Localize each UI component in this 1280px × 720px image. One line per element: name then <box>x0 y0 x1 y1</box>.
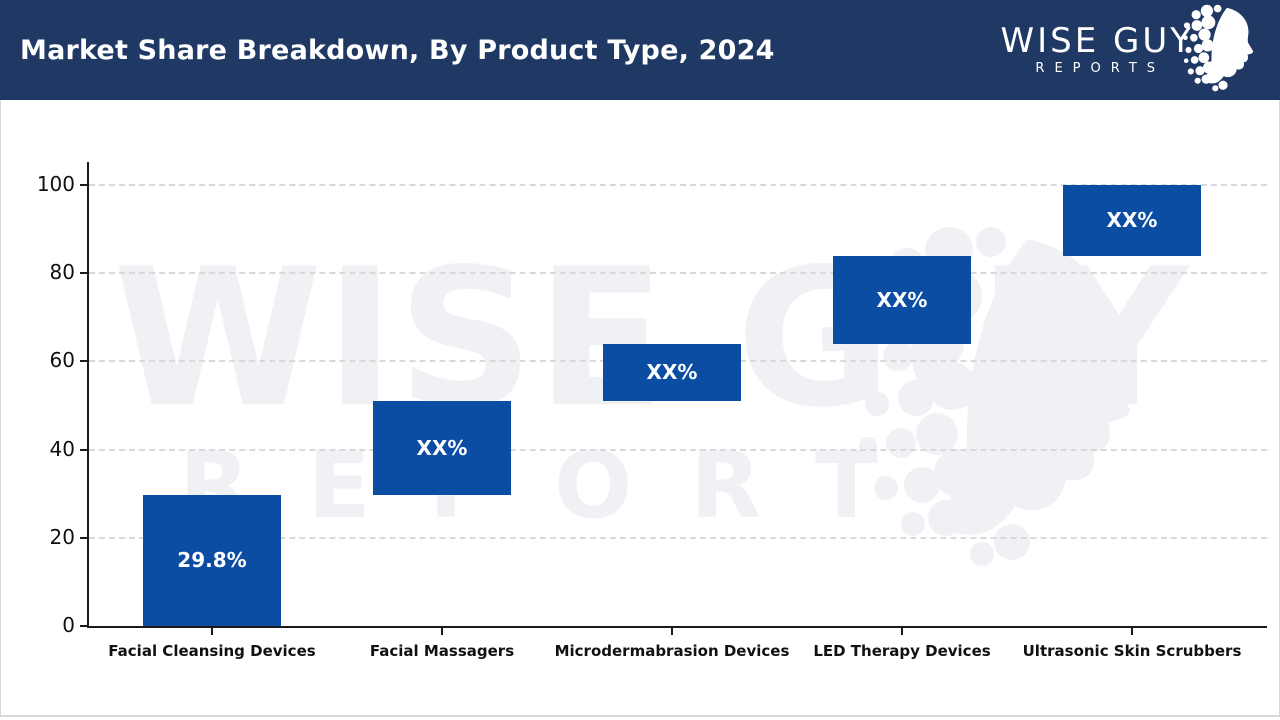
x-tick-mark <box>211 626 213 635</box>
category-label: Facial Massagers <box>369 642 515 660</box>
y-tick-mark <box>80 360 89 363</box>
bar-2: XX% <box>373 401 511 495</box>
header-band: Market Share Breakdown, By Product Type,… <box>0 0 1280 100</box>
x-tick-mark <box>1131 626 1133 635</box>
gridline-100 <box>89 184 1267 186</box>
bar-value-label: XX% <box>646 360 698 385</box>
x-tick-mark <box>901 626 903 635</box>
bar-value-label: 29.8% <box>177 548 247 573</box>
bar-value-label: XX% <box>1106 208 1158 233</box>
x-axis <box>87 626 1267 628</box>
category-label: Microdermabrasion Devices <box>554 642 790 660</box>
y-tick-mark <box>80 625 89 627</box>
gridline-40 <box>89 448 1267 451</box>
y-tick-mark <box>80 448 89 451</box>
y-tick-label: 0 <box>62 613 75 637</box>
y-tick-label: 100 <box>36 172 75 196</box>
bar-value-label: XX% <box>876 287 928 312</box>
chart-title: Market Share Breakdown, By Product Type,… <box>20 34 775 66</box>
bar-value-label: XX% <box>416 435 468 460</box>
y-tick-label: 40 <box>49 436 75 461</box>
y-tick-mark <box>80 536 89 539</box>
brand-logo-text: WISE GUY REPORTS <box>1000 20 1194 77</box>
category-label: LED Therapy Devices <box>813 642 991 660</box>
x-tick-mark <box>441 626 443 635</box>
x-tick-mark <box>671 626 673 635</box>
brand-name: WISE GUY <box>1000 20 1194 61</box>
y-tick-label: 80 <box>49 260 75 285</box>
gridline-80 <box>89 272 1267 275</box>
bar-1: 29.8% <box>143 494 281 626</box>
brand-logo: WISE GUY REPORTS <box>1000 4 1266 96</box>
y-tick-label: 20 <box>49 524 75 549</box>
chart-area: WISE GUY REPORTS 0 20 40 60 80 100 29.8% Facial… <box>0 100 1280 717</box>
y-tick-mark <box>80 184 89 186</box>
brand-subname: REPORTS <box>1035 61 1166 77</box>
y-tick-label: 60 <box>49 348 75 373</box>
y-axis <box>87 162 89 628</box>
brand-face-icon <box>1183 4 1254 92</box>
category-label: Ultrasonic Skin Scrubbers <box>1022 642 1242 660</box>
plot: 0 20 40 60 80 100 29.8% Facial Cleansing Device… <box>1 100 1279 715</box>
category-label: Facial Cleansing Devices <box>108 642 316 660</box>
bar-5: XX% <box>1063 185 1201 256</box>
bar-4: XX% <box>833 255 971 344</box>
bar-3: XX% <box>603 343 741 402</box>
gridline-20 <box>89 536 1267 539</box>
y-tick-mark <box>80 272 89 275</box>
